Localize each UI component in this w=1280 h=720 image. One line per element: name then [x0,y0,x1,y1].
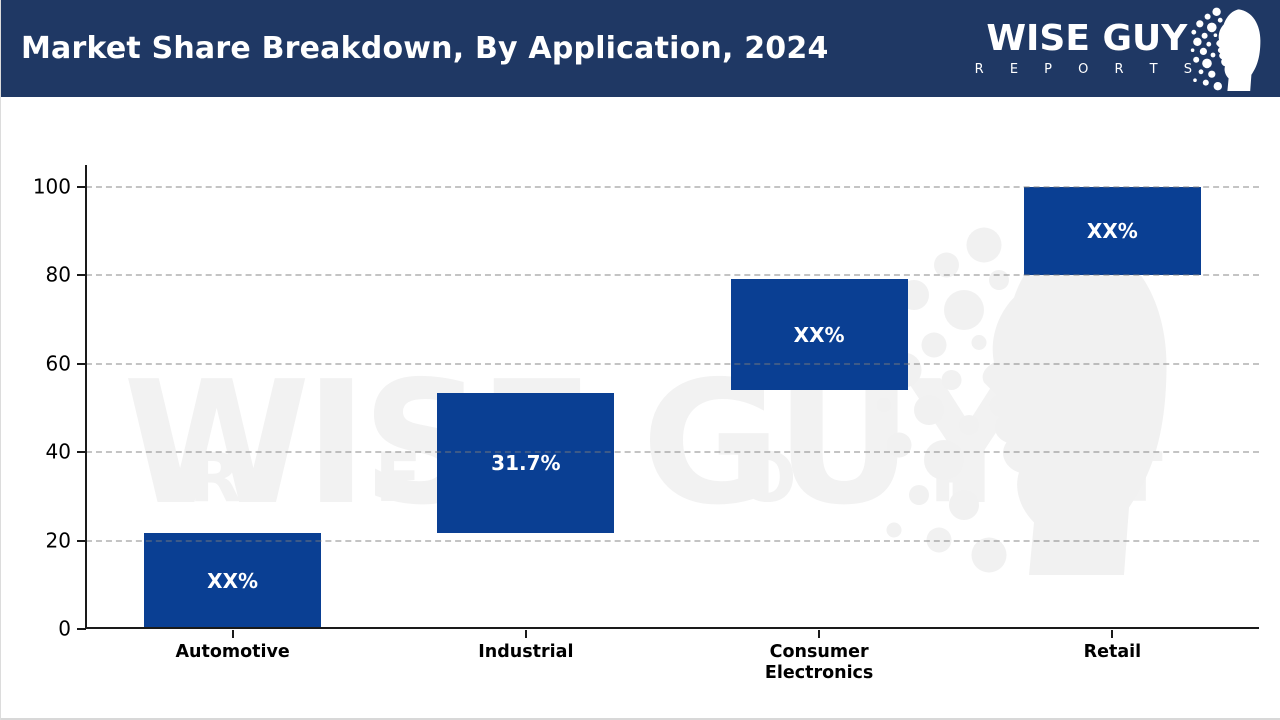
bar-retail [1023,186,1201,276]
y-tick-label: 80 [45,262,71,287]
y-tick-mark [77,539,86,542]
y-tick-label: 60 [45,351,71,376]
y-axis-line [85,165,87,629]
y-tick-mark [77,185,86,188]
gridline-20 [86,539,1259,542]
brand-name: WISE GUY [986,17,1188,59]
y-tick-label: 0 [58,616,71,641]
x-axis-line [85,627,1259,629]
x-category-label: Industrial [478,642,574,662]
gridline-100 [86,185,1259,188]
brand-logo: WISE GUY R E P O R T S [971,7,1267,91]
bar-value-label: XX% [793,322,845,347]
y-tick-label: 20 [45,528,71,553]
chart-canvas: WISE GUY R E P O R T S XX% 31.7% XX% XX% 0 20… [1,97,1280,718]
bar-value-label: XX% [207,568,259,593]
bar-consumer-electronics [730,278,908,391]
y-tick-mark [77,451,86,453]
gridline-40 [86,451,1259,453]
plot-area: XX% 31.7% XX% XX% 0 20 40 60 80 100 Automotive Indu… [1,97,1280,718]
x-category-label: Consumer Electronics [764,642,874,683]
x-tick-mark [1111,630,1114,638]
y-tick-label: 100 [32,174,71,199]
header-band: Market Share Breakdown, By Application, … [1,0,1280,97]
x-tick-mark [818,630,821,638]
gridline-80 [86,274,1259,276]
y-tick-label: 40 [45,439,71,464]
x-category-label: Retail [1083,642,1142,662]
y-tick-mark [77,362,86,365]
brand-logo-text: WISE GUY R E P O R T S [971,17,1203,77]
bar-value-label: 31.7% [491,450,561,475]
page-title: Market Share Breakdown, By Application, … [21,31,829,66]
watermark-face-icon [869,225,1194,575]
x-category-label: Automotive [175,642,290,662]
bar-industrial [437,392,615,533]
gridline-60 [86,362,1259,365]
x-tick-mark [231,630,234,638]
bottom-border [1,718,1280,720]
y-tick-mark [77,274,86,276]
bar-value-label: XX% [1086,218,1138,243]
brand-face-icon [1189,7,1267,91]
y-tick-mark [77,628,86,630]
x-tick-mark [524,630,527,638]
brand-subtitle: R E P O R T S [974,61,1203,77]
bar-automotive [144,532,322,629]
